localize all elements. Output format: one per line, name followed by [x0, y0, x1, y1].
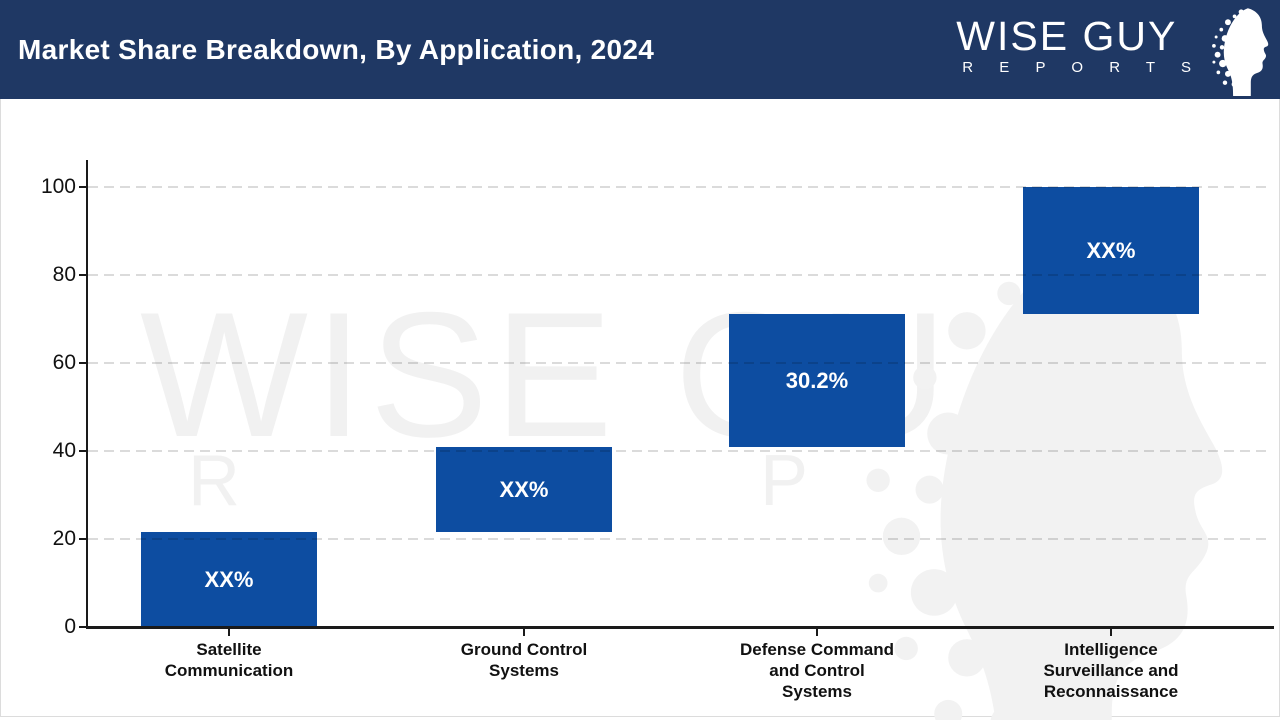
bar-satellite-communication: XX%: [141, 532, 317, 627]
wiseguy-face-logo-icon: [1212, 8, 1269, 96]
label-line: and Control: [769, 661, 865, 680]
header-bar: Market Share Breakdown, By Application, …: [0, 0, 1280, 100]
brand-logo: WISE GUY R E P O R T S: [956, 14, 1202, 76]
bar-value-label: 30.2%: [785, 367, 849, 393]
gridline-80: [88, 274, 1272, 276]
gridline-40: [88, 450, 1272, 452]
label-line: Defense Command: [740, 640, 894, 659]
brand-name: WISE GUY: [956, 13, 1178, 59]
bar-ground-control-systems: XX%: [436, 447, 612, 532]
label-line: Intelligence: [1064, 640, 1158, 659]
label-line: Reconnaissance: [1043, 682, 1179, 701]
y-tick-label-20: 20: [52, 527, 76, 550]
x-category-label-satellite-communication: Satellite Communication: [79, 639, 379, 681]
y-tick-mark: [79, 538, 87, 540]
x-category-label-defense-command-and-control-systems: Defense Command and Control Systems: [667, 639, 967, 702]
gridline-100: [88, 186, 1272, 188]
gridline-20: [88, 538, 1272, 540]
bar-intelligence-surveillance-and-reconnaissance: XX%: [1023, 187, 1199, 314]
y-tick-label-100: 100: [40, 175, 76, 198]
label-line: Communication: [164, 661, 294, 680]
label-line: Systems: [782, 682, 852, 701]
y-tick-mark: [79, 274, 87, 276]
x-tick-mark: [816, 627, 818, 636]
x-category-label-ground-control-systems: Ground Control Systems: [374, 639, 674, 681]
bar-value-label: XX%: [499, 476, 549, 502]
brand-subtitle: R E P O R T S: [962, 59, 1202, 76]
label-line: Satellite: [196, 640, 262, 659]
label-line: Systems: [489, 661, 559, 680]
label-line: Surveillance and: [1043, 661, 1179, 680]
x-axis-line: [86, 626, 1274, 629]
bar-value-label: XX%: [204, 566, 254, 592]
label-line: Ground Control: [460, 640, 588, 659]
y-axis-line: [86, 160, 88, 627]
x-tick-mark: [1110, 627, 1112, 636]
x-tick-mark: [228, 627, 230, 636]
y-tick-mark: [79, 362, 87, 364]
bar-value-label: XX%: [1086, 237, 1136, 263]
gridline-60: [88, 362, 1272, 364]
y-tick-mark: [79, 450, 87, 452]
y-tick-mark: [79, 186, 87, 188]
page-title: Market Share Breakdown, By Application, …: [18, 34, 655, 65]
bar-defense-command-and-control-systems: 30.2%: [729, 314, 905, 447]
y-tick-label-80: 80: [52, 263, 76, 286]
y-tick-label-60: 60: [52, 351, 76, 374]
y-tick-mark: [79, 626, 87, 628]
y-tick-label-40: 40: [52, 439, 76, 462]
y-tick-label-0: 0: [64, 615, 76, 638]
x-category-label-intelligence-surveillance-and-reconnaissance: Intelligence Surveillance and Reconnaiss…: [961, 639, 1261, 702]
x-tick-mark: [523, 627, 525, 636]
